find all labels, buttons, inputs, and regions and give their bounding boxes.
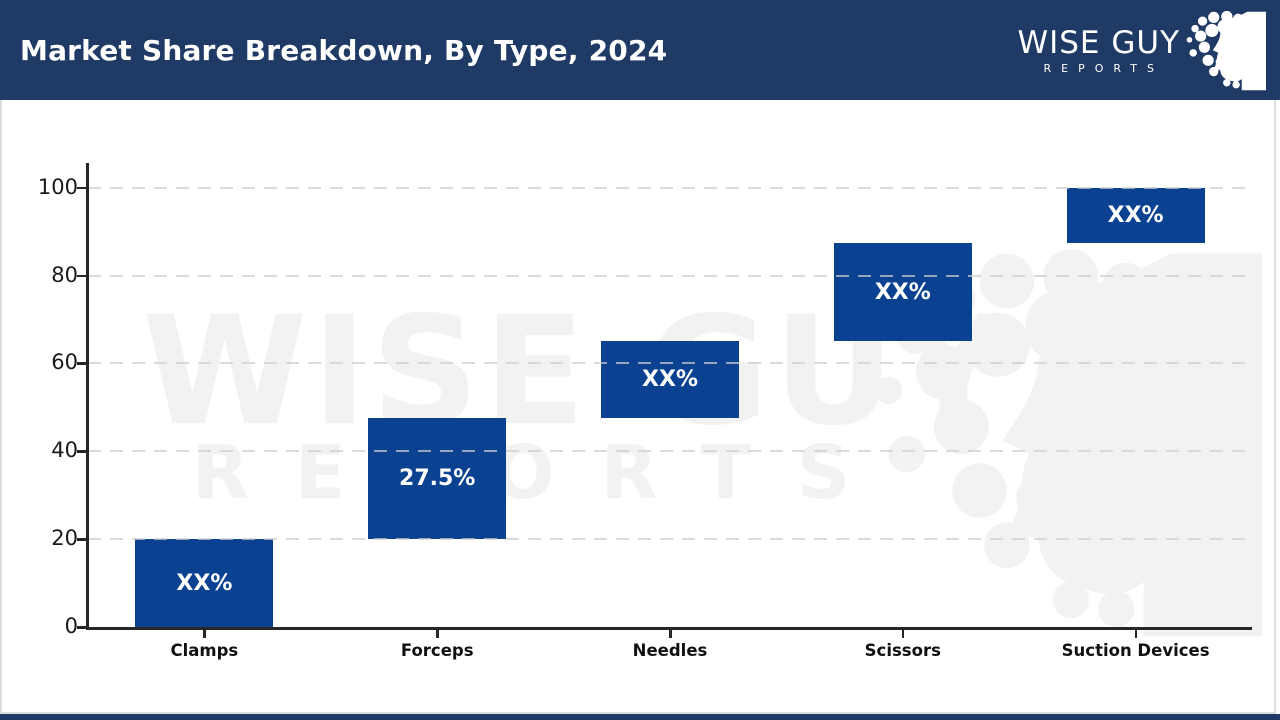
bar-forceps: 27.5% xyxy=(368,418,507,540)
watermark-head-icon xyxy=(874,249,1262,637)
gridline xyxy=(88,362,1252,365)
page-title: Market Share Breakdown, By Type, 2024 xyxy=(20,33,668,67)
y-tick-label: 20 xyxy=(51,526,78,551)
x-category-label: Clamps xyxy=(170,641,239,660)
y-tick-mark xyxy=(77,186,86,190)
bar-value-label: XX% xyxy=(176,570,233,596)
x-category-label: Needles xyxy=(632,641,708,660)
x-axis-line xyxy=(86,627,1252,630)
x-category-label: Suction Devices xyxy=(1061,641,1210,660)
y-tick-mark xyxy=(77,274,86,278)
gridline xyxy=(88,274,1252,277)
bar-suction-devices: XX% xyxy=(1066,187,1205,243)
y-tick-mark xyxy=(77,362,86,365)
gridline xyxy=(88,186,1252,189)
wise-guy-reports-logo: WISE GUY REPORTS xyxy=(1017,8,1266,94)
y-axis-line xyxy=(86,163,89,629)
bar-scissors: XX% xyxy=(833,242,972,342)
bar-value-label: XX% xyxy=(642,367,698,393)
x-tick-mark xyxy=(1134,629,1138,638)
footer-band xyxy=(0,714,1280,720)
x-tick-mark xyxy=(669,629,672,638)
logo-wordmark: WISE GUY xyxy=(1017,24,1180,61)
header-band: Market Share Breakdown, By Type, 2024 WI… xyxy=(0,0,1280,100)
y-tick-label: 0 xyxy=(64,614,78,638)
gridline xyxy=(88,538,1252,541)
y-tick-label: 60 xyxy=(51,350,78,375)
bar-clamps: XX% xyxy=(135,539,274,627)
bar-value-label: 27.5% xyxy=(399,466,476,492)
logo-subtitle: REPORTS xyxy=(1043,62,1164,76)
y-tick-label: 40 xyxy=(51,438,78,463)
bar-value-label: XX% xyxy=(1107,202,1164,228)
y-tick-mark xyxy=(77,626,86,629)
y-tick-label: 100 xyxy=(37,174,78,199)
logo-text: WISE GUY REPORTS xyxy=(1017,27,1180,76)
x-tick-mark xyxy=(203,629,206,638)
bar-needles: XX% xyxy=(601,341,739,419)
y-tick-mark xyxy=(77,450,86,453)
logo-head-icon xyxy=(1186,11,1266,91)
bar-value-label: XX% xyxy=(874,279,931,305)
x-tick-mark xyxy=(901,629,905,638)
watermark-subtitle: REPORTS xyxy=(192,430,897,516)
x-category-label: Scissors xyxy=(864,641,941,660)
x-category-label: Forceps xyxy=(400,641,474,660)
y-tick-label: 80 xyxy=(51,262,78,287)
gridline xyxy=(88,450,1252,453)
x-tick-mark xyxy=(436,629,439,638)
y-tick-mark xyxy=(77,538,86,541)
